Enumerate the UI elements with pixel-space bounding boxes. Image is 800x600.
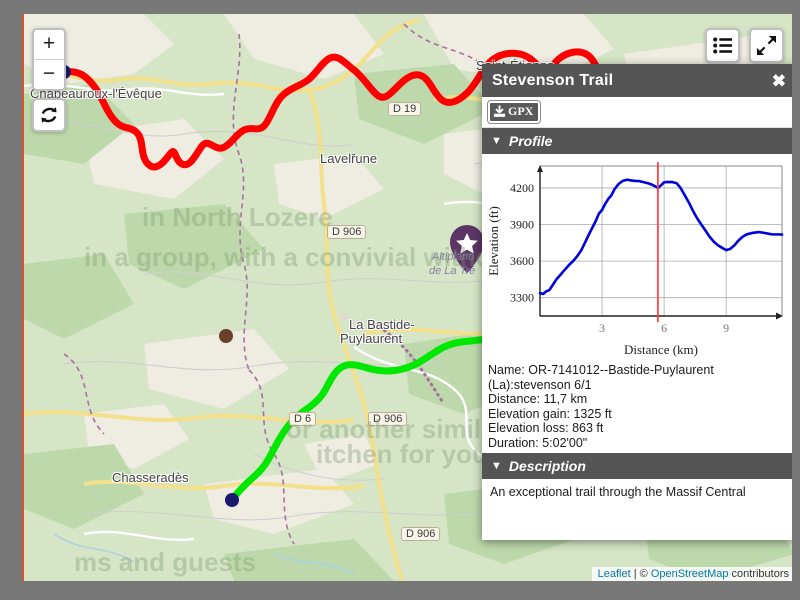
x-tick-label: 6 (661, 321, 667, 335)
list-icon (712, 37, 732, 54)
x-tick-label: 3 (599, 321, 605, 335)
reload-icon (41, 107, 57, 123)
zoom-control[interactable]: + − (32, 28, 66, 91)
zoom-out-button[interactable]: − (34, 60, 64, 89)
trail-stat-line: Name: OR-7141012--Bastide-Puylaurent (488, 363, 714, 377)
attrib-separator: | (630, 568, 640, 580)
trail-stat-line: Elevation loss: 863 ft (488, 421, 604, 435)
trail-stat-line: (La):stevenson 6/1 (488, 377, 592, 392)
panel-header: Stevenson Trail ✖ (482, 64, 792, 97)
elevation-chart-svg: 3300 3600 3900 4200 3 6 9 Distance (km) Elevatio… (486, 162, 784, 357)
map-top-right-controls[interactable] (705, 28, 784, 63)
gpx-button-label: GPX (508, 104, 534, 118)
zoom-in-button[interactable]: + (34, 30, 64, 60)
waypoint-marker-brown (219, 329, 233, 343)
description-section-label: Description (508, 458, 586, 474)
y-tick-label: 3900 (510, 218, 534, 232)
profile-section-label: Profile (508, 133, 553, 149)
description-text: An exceptional trail through the Massif … (482, 479, 792, 540)
attrib-contributors: contributors (728, 568, 789, 580)
road-shield-label: D 19 (388, 102, 422, 116)
x-axis-label: Distance (km) (624, 342, 698, 357)
road-shield-label: D 906 (327, 225, 367, 239)
trail-stat-line: Elevation gain: 1325 ft (488, 406, 612, 421)
download-gpx-button[interactable]: GPX (486, 100, 542, 124)
road-shield-label: D 906 (401, 527, 441, 541)
layers-list-button[interactable] (705, 28, 740, 63)
road-shield-label: D 6 (289, 412, 317, 426)
y-tick-label: 3600 (510, 254, 534, 268)
chevron-down-icon: ▼ (491, 459, 502, 472)
map-canvas[interactable]: Chapeauroux-l'ÉvêqueSaint-Étienne-de-Lug… (24, 14, 792, 581)
close-icon[interactable]: ✖ (771, 71, 786, 90)
attrib-copyright: © (639, 568, 651, 580)
waypoint-marker (225, 493, 239, 507)
description-section-header[interactable]: ▼ Description (482, 453, 792, 479)
chevron-down-icon: ▼ (491, 134, 502, 147)
gpx-toolbar: GPX (482, 97, 792, 128)
trail-info-panel[interactable]: Stevenson Trail ✖ GPX ▼ Profile (482, 64, 792, 540)
reload-button[interactable] (32, 98, 66, 132)
trail-stat-line: Duration: 5:02'00" (488, 435, 588, 450)
elevation-line (538, 178, 784, 296)
profile-section-body: 3300 3600 3900 4200 3 6 9 Distance (km) Elevatio… (482, 154, 792, 363)
download-icon (493, 105, 506, 117)
elevation-chart[interactable]: 3300 3600 3900 4200 3 6 9 Distance (km) Elevatio… (482, 158, 792, 363)
y-tick-label: 4200 (510, 181, 534, 195)
star-pin-marker (450, 225, 484, 273)
collapse-icon (756, 35, 777, 56)
collapse-map-button[interactable] (749, 28, 784, 63)
trail-stats: Name: OR-7141012--Bastide-Puylaurent (La)… (482, 363, 792, 453)
y-axis-label: Elevation (ft) (486, 206, 501, 276)
x-tick-label: 9 (723, 321, 729, 335)
map-attribution[interactable]: Leaflet | © OpenStreetMap contributors (591, 567, 792, 581)
road-shield-label: D 906 (368, 412, 408, 426)
trail-stat-line: Distance: 11,7 km (488, 392, 588, 406)
profile-section-header[interactable]: ▼ Profile (482, 128, 792, 154)
y-tick-label: 3300 (510, 291, 534, 305)
osm-link[interactable]: OpenStreetMap (650, 568, 729, 580)
leaflet-link[interactable]: Leaflet (597, 568, 631, 580)
panel-title: Stevenson Trail (492, 71, 614, 89)
map-viewport[interactable]: Chapeauroux-l'ÉvêqueSaint-Étienne-de-Lug… (22, 14, 792, 581)
